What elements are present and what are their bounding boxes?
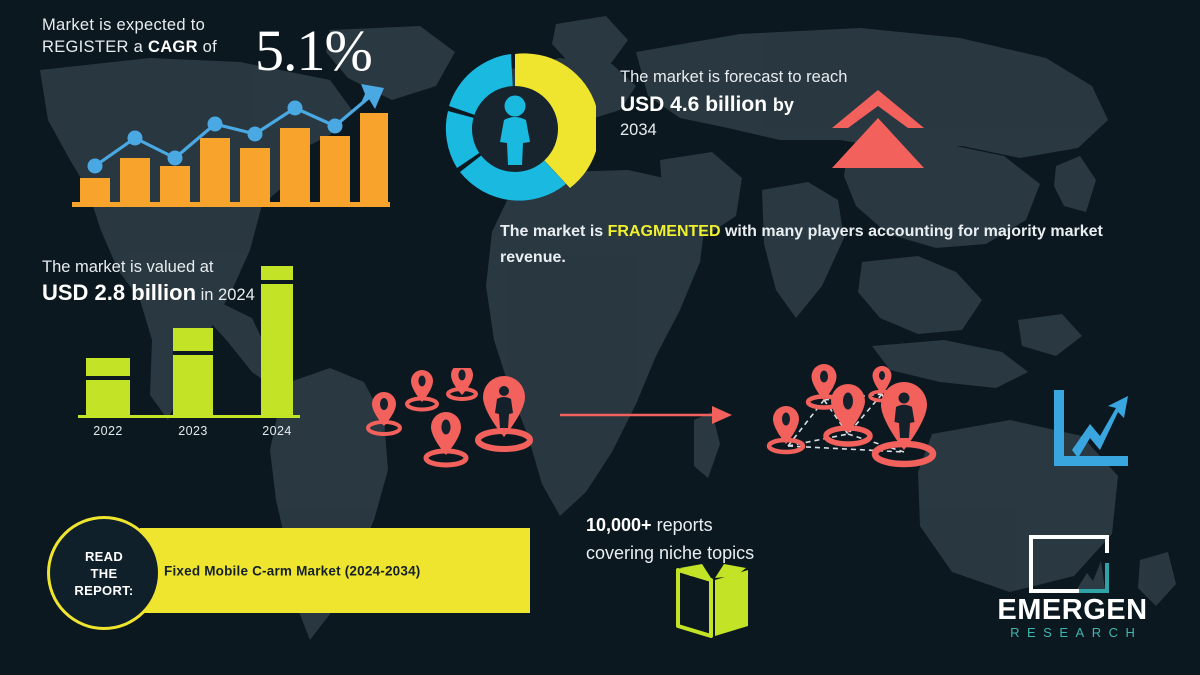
bar-cap-2023 [173, 351, 213, 355]
logo-name: EMERGEN [997, 594, 1148, 626]
bar-2024 [261, 266, 293, 416]
forecast-intro: The market is forecast to reach [620, 68, 848, 86]
right-arrow-icon [560, 406, 732, 424]
emergen-research-logo[interactable]: EMERGEN RESEARCH [985, 533, 1160, 645]
bar-label-2023: 2023 [178, 424, 208, 438]
valued-suffix: in 2024 [196, 286, 255, 304]
fragmented-sentence: The market is FRAGMENTED with many playe… [500, 219, 1140, 271]
forecast-year: 2034 [620, 121, 657, 139]
valued-value: USD 2.8 billion [42, 280, 197, 305]
open-book-icon [676, 564, 748, 638]
bar-2023 [173, 328, 213, 416]
connected-location-pins-icon [766, 364, 937, 468]
read-report-line-1: READ [84, 548, 124, 564]
reports-line-2: covering niche topics [586, 543, 755, 563]
reports-count: 10,000+ [586, 515, 652, 535]
read-report-label: READ THE REPORT: [74, 548, 133, 599]
bar-label-2022: 2022 [93, 424, 123, 438]
forecast-block: The market is forecast to reach USD 4.6 … [620, 66, 850, 142]
fragmented-highlight: FRAGMENTED [607, 223, 721, 240]
cagr-block: Market is expected to REGISTER a CAGR of… [42, 14, 382, 80]
person-in-donut-chart-icon [445, 53, 596, 201]
forecast-value: USD 4.6 billion [620, 93, 768, 116]
cagr-line-2-post: of [197, 38, 218, 56]
growth-bar-line-chart-icon [72, 84, 390, 207]
reports-line-1: 10,000+ reports [586, 511, 846, 539]
valued-intro: The market is valued at [42, 258, 214, 276]
reports-count-suffix: reports [651, 515, 713, 535]
bar-cap-2022 [86, 376, 130, 380]
cagr-keyword: CAGR [148, 38, 198, 56]
forecast-value-row: USD 4.6 billion by [620, 91, 850, 119]
report-title: Fixed Mobile C-arm Market (2024-2034) [164, 563, 421, 578]
read-report-banner[interactable]: Fixed Mobile C-arm Market (2024-2034) [140, 528, 530, 613]
forecast-by: by [772, 95, 794, 115]
fragmented-post: with many players accounting for majorit… [500, 223, 1103, 266]
valued-block: The market is valued at USD 2.8 billion … [42, 256, 342, 310]
double-up-arrow-icon [832, 90, 924, 168]
read-report-badge[interactable]: READ THE REPORT: [47, 516, 161, 630]
cagr-line-1: Market is expected to [42, 16, 206, 34]
cagr-line-2-pre: REGISTER a [42, 38, 148, 56]
scattered-location-pins-icon [366, 368, 533, 468]
logo-subtitle: RESEARCH [1010, 625, 1143, 640]
bar-chart-baseline [78, 415, 300, 418]
bar-label-2024: 2024 [262, 424, 292, 438]
valued-value-row: USD 2.8 billion in 2024 [42, 278, 342, 310]
cagr-line-2: REGISTER a CAGR of [42, 36, 382, 58]
cagr-value: 5.1% [255, 18, 373, 83]
market-value-bar-chart: 2022 2023 2024 [78, 266, 318, 438]
bar-cap-2024 [261, 280, 293, 284]
fragmented-pre: The market is [500, 223, 608, 240]
reports-block: 10,000+ reports covering niche topics [586, 511, 846, 567]
square-bracket-mountain-icon [1029, 535, 1109, 593]
line-chart-up-arrow-icon [1054, 390, 1128, 466]
read-report-line-3: REPORT: [74, 582, 134, 598]
bar-2022 [86, 358, 130, 416]
read-report-line-2: THE [90, 565, 118, 581]
fragmented-block: The market is FRAGMENTED with many playe… [500, 219, 1140, 271]
